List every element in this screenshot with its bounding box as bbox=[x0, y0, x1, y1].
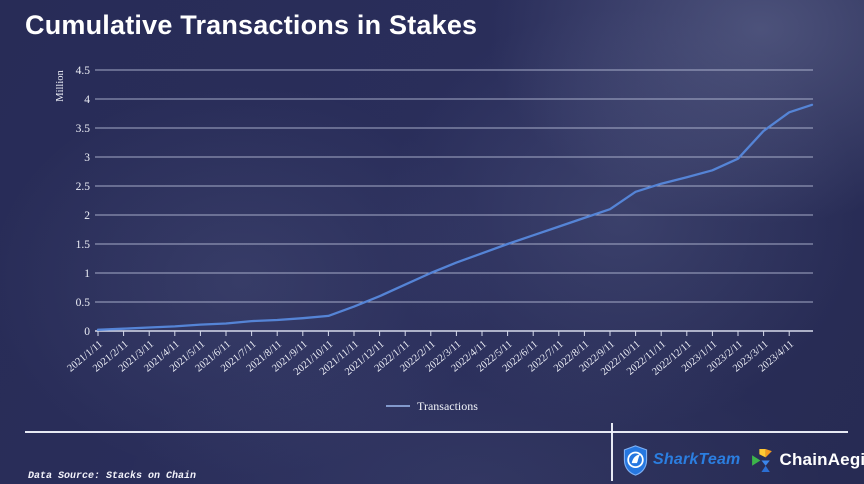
footer-vertical-divider bbox=[611, 423, 613, 481]
y-tick-label: 0.5 bbox=[76, 297, 91, 309]
y-tick-label: 2 bbox=[84, 210, 90, 222]
y-axis-title: Million bbox=[55, 70, 66, 102]
data-source-note: Data Source: Stacks on Chain Data as of:… bbox=[28, 444, 196, 484]
y-tick-label: 4 bbox=[84, 94, 90, 106]
transactions-series-line bbox=[96, 103, 814, 331]
y-tick-label: 0 bbox=[84, 326, 90, 338]
y-tick-label: 3.5 bbox=[76, 123, 91, 135]
chainaegis-logo: ChainAegis bbox=[750, 448, 864, 473]
y-tick-label: 1.5 bbox=[76, 239, 91, 251]
sharkteam-shield-icon bbox=[623, 444, 648, 476]
footer-logos: SharkTeam ChainAegis bbox=[622, 440, 864, 480]
footer-horizontal-divider bbox=[25, 431, 848, 433]
data-source-line: Data Source: Stacks on Chain bbox=[28, 471, 197, 482]
y-tick-label: 4.5 bbox=[76, 65, 91, 77]
legend-line-swatch bbox=[386, 405, 411, 407]
page-title: Cumulative Transactions in Stakes bbox=[25, 10, 478, 40]
sharkteam-logo: SharkTeam bbox=[622, 444, 741, 476]
chart-legend: Transactions bbox=[0, 398, 864, 414]
legend-label: Transactions bbox=[417, 398, 478, 413]
sharkteam-label: SharkTeam bbox=[653, 451, 741, 468]
transactions-line-chart: 00.511.522.533.544.5Million2021/1/112021… bbox=[55, 65, 814, 378]
y-tick-label: 2.5 bbox=[76, 181, 91, 193]
chainaegis-icon bbox=[752, 448, 773, 472]
y-tick-label: 1 bbox=[84, 268, 90, 280]
y-tick-label: 3 bbox=[84, 152, 90, 164]
chainaegis-label: ChainAegis bbox=[779, 450, 864, 469]
